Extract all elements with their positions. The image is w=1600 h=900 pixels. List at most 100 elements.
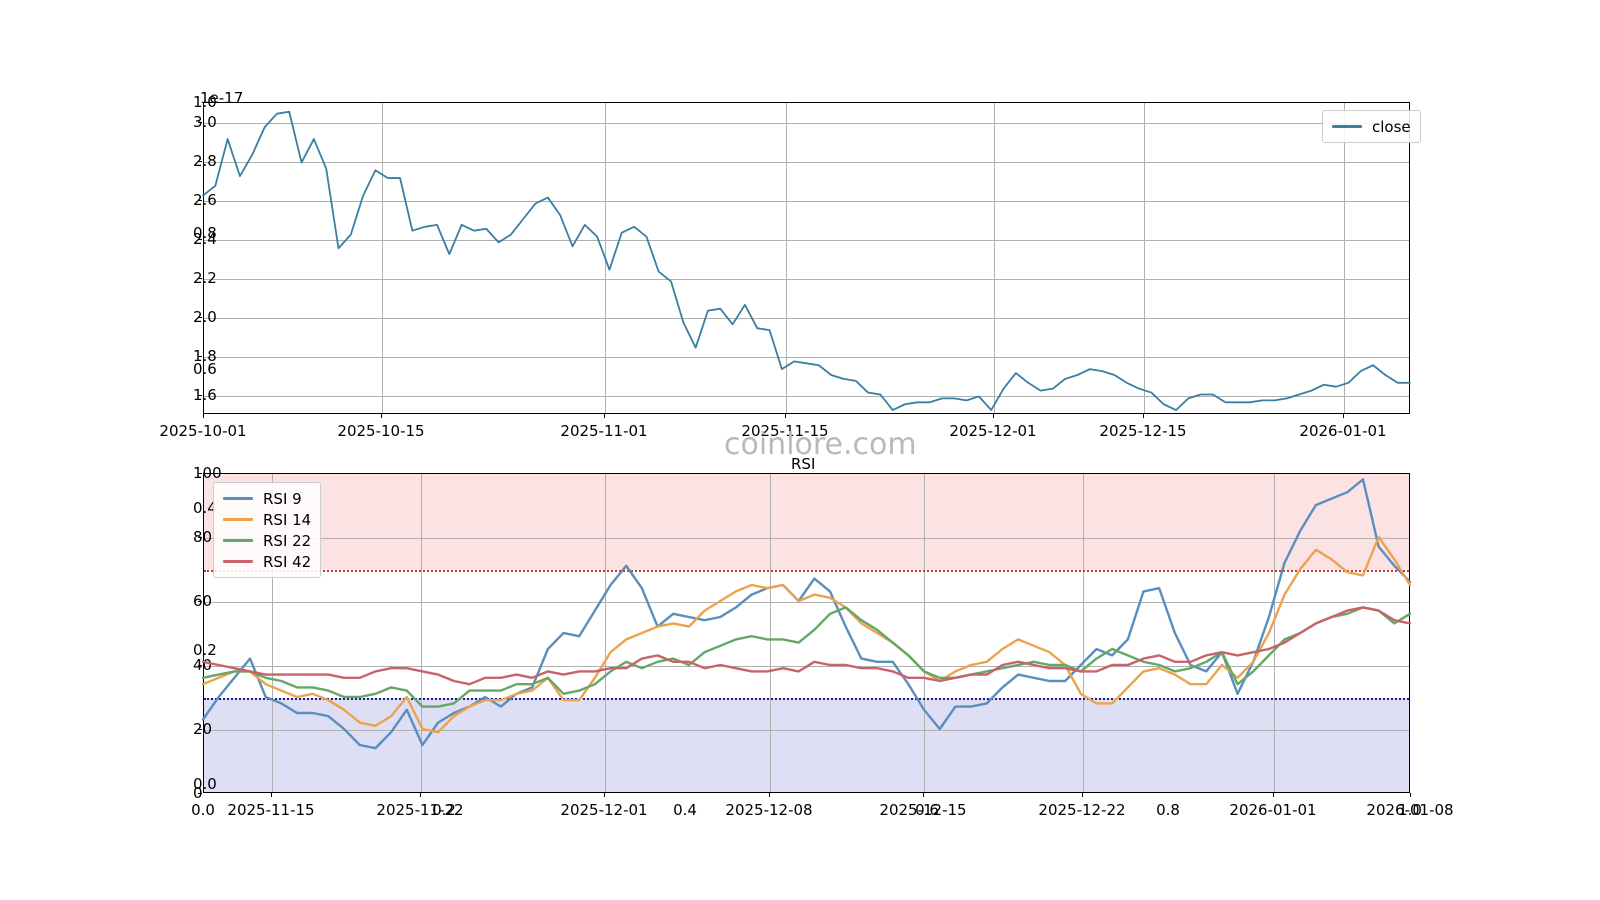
rsi-x-tick-label-overlay: 0.0: [191, 801, 215, 819]
gridline: [421, 474, 422, 792]
legend-color-swatch-icon: [223, 497, 253, 500]
gridline: [994, 103, 995, 413]
price-y-tick: [198, 395, 202, 396]
rsi-y-tick: [198, 473, 202, 474]
rsi-y-tick: [198, 793, 202, 794]
legend-color-swatch-icon: [1332, 125, 1362, 128]
rsi-x-tick: [271, 793, 272, 797]
price-plot-area: [203, 102, 1410, 414]
rsi-x-tick-label: 2026-01-08: [1366, 801, 1454, 819]
gridline: [204, 161, 1409, 163]
gridline: [1344, 103, 1345, 413]
rsi-x-tick-label: 2025-12-01: [560, 801, 648, 819]
rsi-legend-row[interactable]: RSI 9: [223, 488, 311, 509]
gridline: [924, 474, 925, 792]
rsi-y-tick: [198, 537, 202, 538]
rsi-y-tick: [198, 729, 202, 730]
rsi-legend[interactable]: RSI 9 RSI 14 RSI 22 RSI 42: [213, 482, 322, 578]
price-x-tick: [785, 414, 786, 418]
gridline: [382, 103, 383, 413]
price-y-tick: [198, 161, 202, 162]
gridline: [1274, 474, 1275, 792]
price-x-tick: [381, 414, 382, 418]
rsi-line-rsi-14: [201, 535, 1412, 734]
gridline: [1144, 103, 1145, 413]
gridline: [204, 538, 1409, 539]
gridline: [204, 200, 1409, 202]
gridline: [204, 602, 1409, 603]
price-y-tick: [198, 356, 202, 357]
price-x-tick-label: 2025-10-01: [159, 422, 247, 440]
rsi-x-tick: [1273, 793, 1274, 797]
rsi-x-tick: [420, 793, 421, 797]
legend-label: RSI 9: [263, 489, 302, 508]
legend-label: close: [1372, 117, 1411, 136]
gridline: [204, 278, 1409, 280]
legend-color-swatch-icon: [223, 518, 253, 521]
price-legend[interactable]: close: [1322, 110, 1421, 143]
gridline: [204, 122, 1409, 124]
gridline: [204, 317, 1409, 319]
rsi-x-tick-label: 2025-12-15: [879, 801, 967, 819]
gridline: [204, 239, 1409, 241]
close-legend-row[interactable]: close: [1332, 116, 1411, 137]
rsi-x-tick-label: 2026-01-01: [1229, 801, 1317, 819]
price-y-tick: [198, 122, 202, 123]
rsi-x-tick-label-overlay: 1.0: [1398, 801, 1422, 819]
rsi-x-tick-label: 2025-11-15: [227, 801, 315, 819]
price-x-tick-label: 2025-12-01: [949, 422, 1037, 440]
watermark: coinlore.com: [724, 427, 917, 462]
rsi-overbought-threshold-line: [204, 570, 1409, 572]
rsi-oversold-threshold-line: [204, 698, 1409, 700]
rsi-x-tick-label-overlay: 0.8: [1156, 801, 1180, 819]
price-x-tick: [604, 414, 605, 418]
gridline: [204, 730, 1409, 731]
price-x-tick-label: 2025-10-15: [337, 422, 425, 440]
rsi-legend-row[interactable]: RSI 22: [223, 530, 311, 551]
price-x-tick: [1143, 414, 1144, 418]
price-x-tick-label: 2026-01-01: [1299, 422, 1387, 440]
price-y-tick: [198, 317, 202, 318]
rsi-panel-title: RSI: [791, 455, 816, 473]
price-y-tick: [198, 200, 202, 201]
gridline: [204, 395, 1409, 397]
rsi-x-tick-label-overlay: 0.2: [432, 801, 456, 819]
price-x-tick: [993, 414, 994, 418]
gridline: [1083, 474, 1084, 792]
price-x-tick: [1343, 414, 1344, 418]
rsi-x-tick: [769, 793, 770, 797]
rsi-line-rsi-22: [201, 606, 1412, 708]
rsi-x-tick: [1410, 793, 1411, 797]
rsi-y-tick: [198, 601, 202, 602]
price-y-tick: [198, 278, 202, 279]
rsi-y-tick: [198, 665, 202, 666]
rsi-line-rsi-9: [201, 478, 1412, 750]
legend-label: RSI 14: [263, 510, 312, 529]
rsi-x-tick-label: 2025-11-22: [376, 801, 464, 819]
gridline: [770, 474, 771, 792]
rsi-legend-row[interactable]: RSI 42: [223, 551, 311, 572]
gridline: [204, 356, 1409, 358]
rsi-x-tick-label-overlay: 0.4: [673, 801, 697, 819]
rsi-x-tick-label-overlay: 0.6: [915, 801, 939, 819]
legend-color-swatch-icon: [223, 560, 253, 563]
legend-label: RSI 42: [263, 552, 312, 571]
price-x-tick-label: 2025-11-15: [741, 422, 829, 440]
rsi-line-rsi-42: [201, 606, 1412, 686]
rsi-legend-row[interactable]: RSI 14: [223, 509, 311, 530]
price-y-offset-label: 1e-17: [200, 89, 244, 107]
rsi-overbought-band: [204, 474, 1409, 570]
price-line-close: [202, 110, 1411, 412]
gridline: [786, 103, 787, 413]
rsi-x-tick-label: 2025-12-08: [725, 801, 813, 819]
legend-label: RSI 22: [263, 531, 312, 550]
rsi-x-tick: [923, 793, 924, 797]
price-x-tick: [203, 414, 204, 418]
rsi-x-tick-label: 2025-12-22: [1038, 801, 1126, 819]
rsi-x-tick: [1082, 793, 1083, 797]
price-x-tick-label: 2025-11-01: [560, 422, 648, 440]
price-x-tick-label: 2025-12-15: [1099, 422, 1187, 440]
